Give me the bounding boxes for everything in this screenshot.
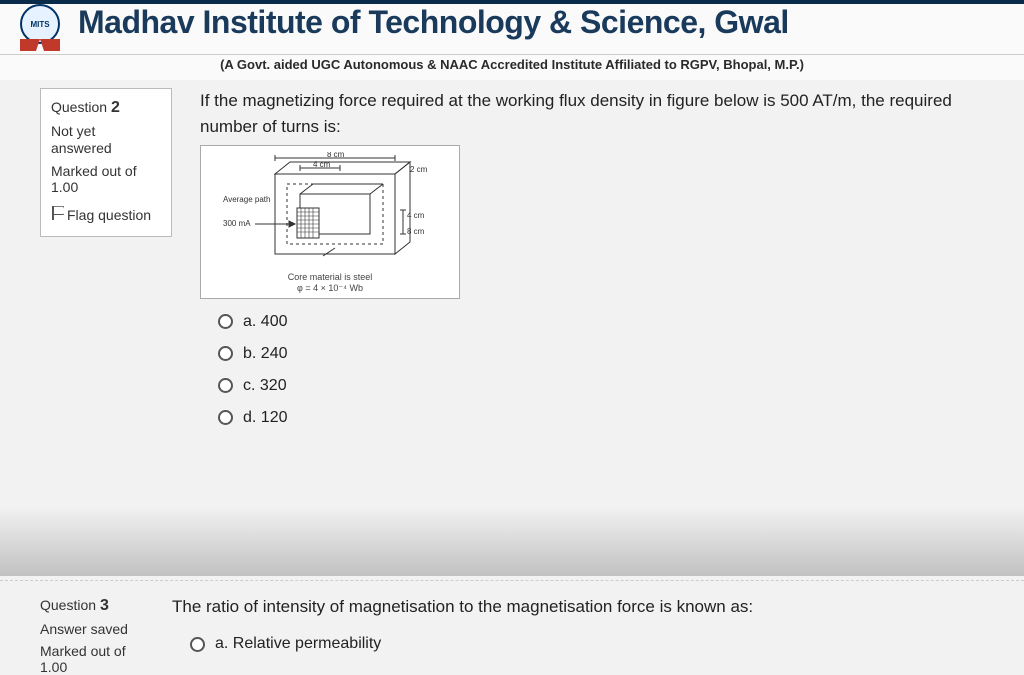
- answer-options: a. 400 b. 240 c. 320 d. 120: [218, 313, 1004, 427]
- question3-text: The ratio of intensity of magnetisation …: [172, 597, 1004, 617]
- page-header: MITS Madhav Institute of Technology & Sc…: [0, 4, 1024, 55]
- fig-inner-dim: 4 cm: [313, 160, 331, 169]
- question-marks: Marked out of 1.00: [51, 163, 161, 197]
- option-a-label: a. 400: [243, 313, 287, 331]
- institute-logo: MITS: [8, 4, 72, 52]
- question-text: If the magnetizing force required at the…: [200, 88, 1004, 139]
- fig-current: 300 mA: [223, 219, 251, 228]
- q3-option-a-label: a. Relative permeability: [215, 635, 381, 653]
- flag-icon: [51, 206, 63, 220]
- question3-info: Question 3 Answer saved Marked out of 1.…: [40, 597, 172, 675]
- fig-side-bot: 8 cm: [407, 227, 425, 236]
- radio-icon: [218, 314, 233, 329]
- logo-ribbon: [8, 38, 72, 52]
- question-info-box: Question 2 Not yet answered Marked out o…: [40, 88, 172, 237]
- question3-marks: Marked out of 1.00: [40, 643, 162, 675]
- question-status: Not yet answered: [51, 123, 161, 157]
- radio-icon: [218, 378, 233, 393]
- question-number: Question 2: [51, 99, 161, 117]
- option-d[interactable]: d. 120: [218, 409, 1004, 427]
- institute-subtitle: (A Govt. aided UGC Autonomous & NAAC Acc…: [0, 55, 1024, 80]
- option-d-label: d. 120: [243, 409, 287, 427]
- option-c[interactable]: c. 320: [218, 377, 1004, 395]
- option-c-label: c. 320: [243, 377, 287, 395]
- option-b-label: b. 240: [243, 345, 287, 363]
- fig-core-label: Core material is steel: [288, 272, 373, 282]
- fig-flux-label: φ = 4 × 10⁻⁴ Wb: [297, 283, 363, 293]
- radio-icon: [190, 637, 205, 652]
- institute-title: Madhav Institute of Technology & Science…: [78, 4, 789, 41]
- radio-icon: [218, 410, 233, 425]
- fig-top-dim: 8 cm: [327, 152, 345, 159]
- fig-depth-dim: 2 cm: [410, 165, 428, 174]
- option-b[interactable]: b. 240: [218, 345, 1004, 363]
- flag-question-link[interactable]: Flag question: [51, 206, 161, 224]
- question3-status: Answer saved: [40, 621, 162, 637]
- question3-number: Question 3: [40, 597, 162, 615]
- fig-avg-path: Average path: [223, 195, 270, 204]
- q3-option-a[interactable]: a. Relative permeability: [190, 635, 1004, 653]
- radio-icon: [218, 346, 233, 361]
- question-figure: 8 cm 4 cm 2 cm 4 cm 8 cm Average path 30…: [200, 145, 460, 299]
- option-a[interactable]: a. 400: [218, 313, 1004, 331]
- fig-side-top: 4 cm: [407, 211, 425, 220]
